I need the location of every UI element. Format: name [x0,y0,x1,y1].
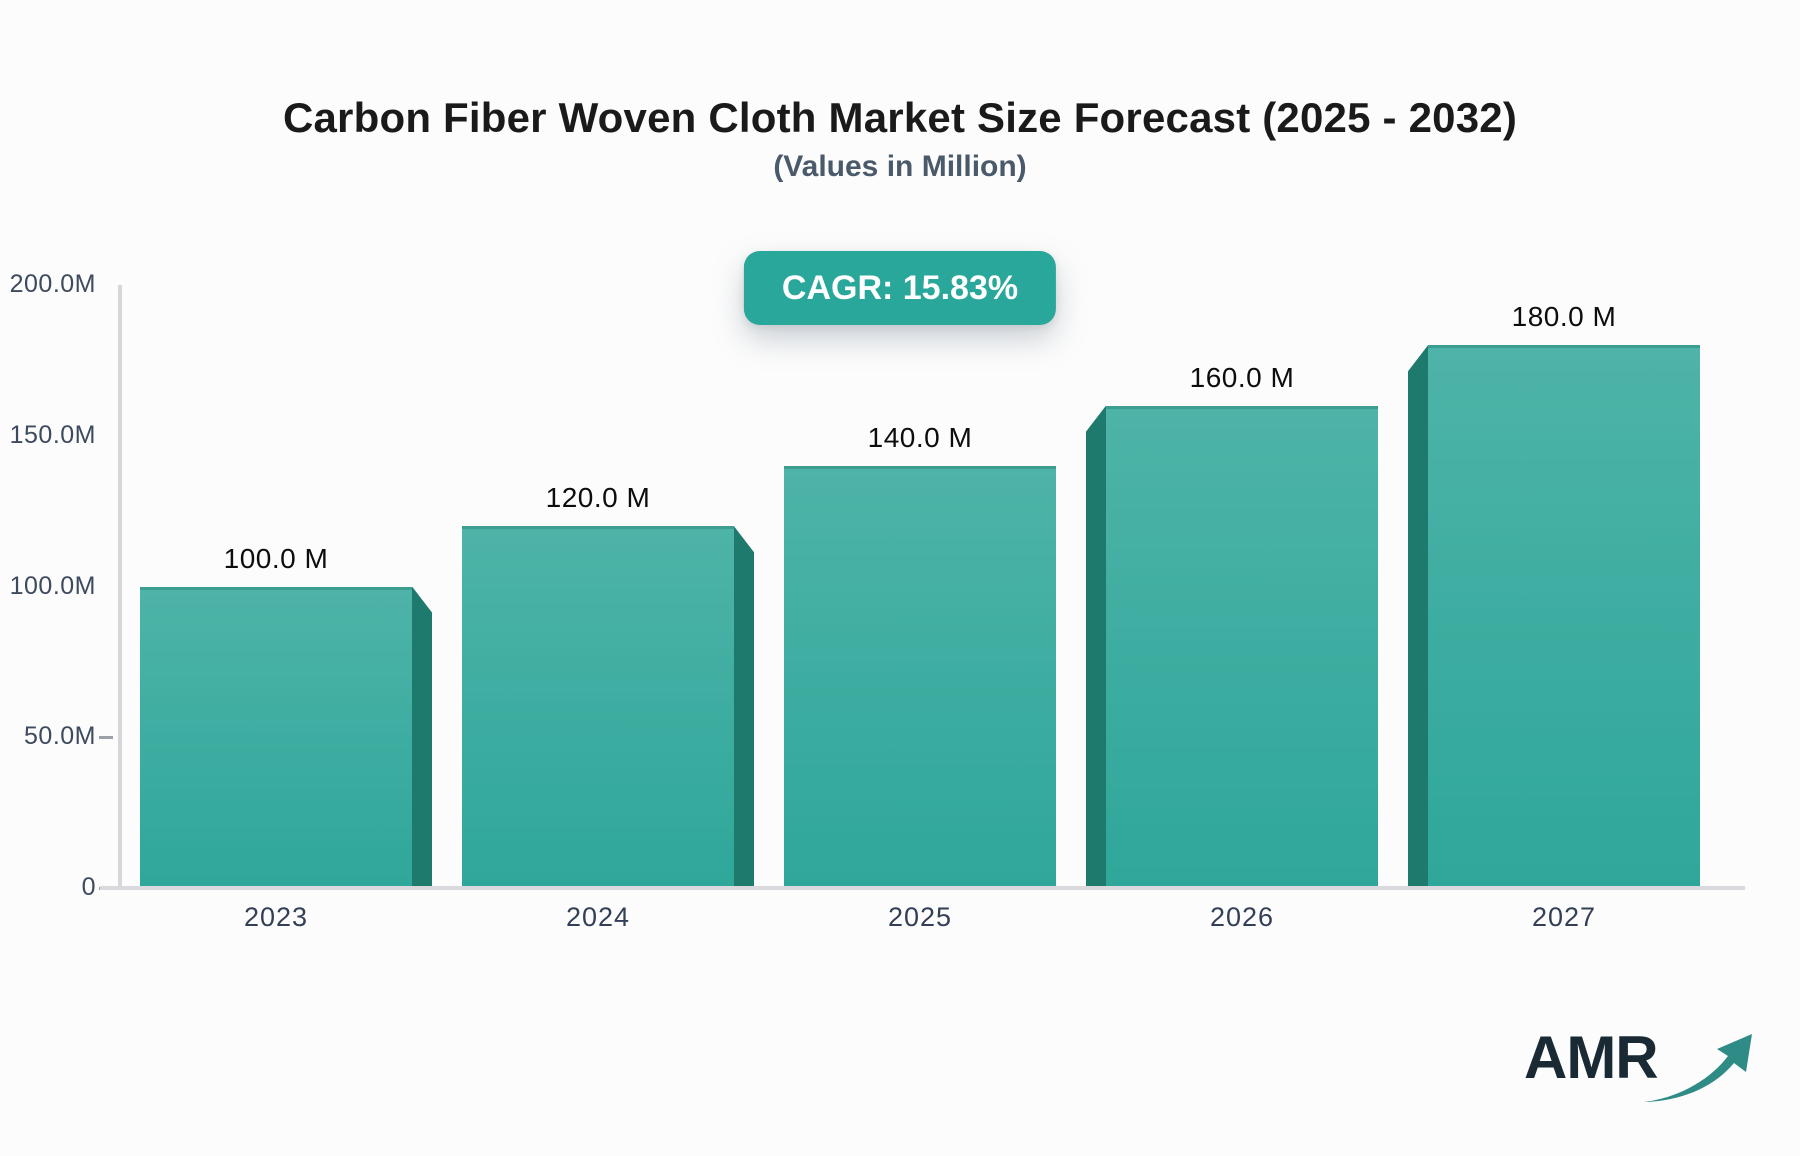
y-axis-line [118,285,122,890]
amr-logo-text: AMR [1524,1024,1659,1091]
y-axis-label-100.0m: 100.0M [9,571,96,600]
bar-2023-side-face [412,586,432,888]
x-axis-label-2023: 2023 [243,902,309,932]
x-axis-label-2025: 2025 [887,902,953,932]
bar-2027-side-face [1408,345,1428,888]
bar-2027 [1428,345,1700,888]
y-axis-label-0: 0 [81,873,96,901]
x-axis-label-2024: 2024 [565,902,631,932]
y-axis-label-200.0m: 200.0M [9,270,96,298]
bar-2023 [140,586,412,888]
x-axis-line [100,886,1745,890]
chart-title: Carbon Fiber Woven Cloth Market Size For… [282,94,1518,141]
x-axis-label-2026: 2026 [1209,902,1275,932]
amr-logo: AMR [1524,1022,1762,1110]
bar-2024 [462,526,734,888]
cagr-badge: CAGR: 15.83% [743,251,1057,325]
y-axis-label-150.0m: 150.0M [9,420,96,449]
bar-2026 [1106,405,1378,888]
bar-value-label-2025: 140.0 M [867,421,973,453]
bar-value-label-2024: 120.0 M [545,482,651,514]
y-axis-tick-50.0m [99,736,113,740]
chart-subtitle: (Values in Million) [773,150,1027,183]
bar-2026-side-face [1086,405,1106,888]
bar-value-label-2023: 100.0 M [223,542,329,574]
bar-value-label-2027: 180.0 M [1511,301,1617,333]
bar-value-label-2026: 160.0 M [1189,361,1295,393]
bar-2024-side-face [734,526,754,888]
x-axis-label-2027: 2027 [1531,902,1597,932]
bar-2025 [784,465,1056,888]
cagr-badge-label: CAGR: 15.83% [781,268,1019,307]
growth-arrow-icon [1643,1034,1752,1102]
y-axis-label-50.0m: 50.0M [24,722,96,751]
